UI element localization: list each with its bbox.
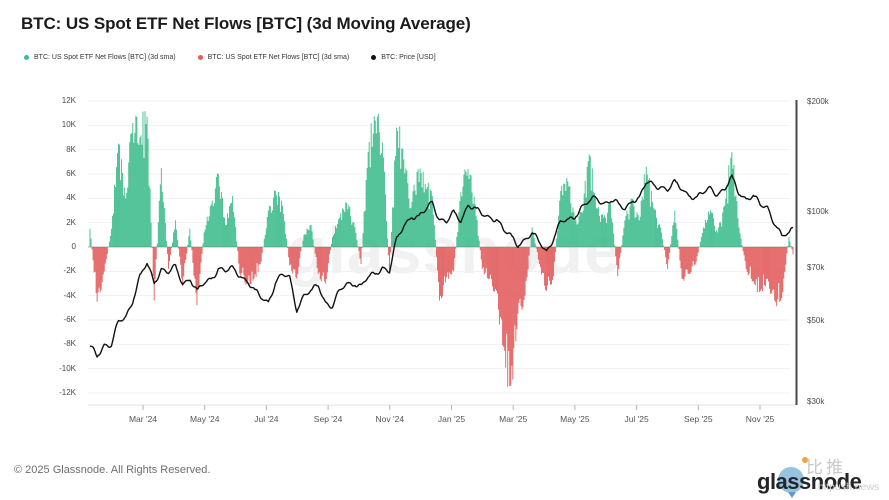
glassnode-logo-fin-icon [788,492,796,498]
legend-black-dot-icon [371,55,377,60]
chart-legend: BTC: US Spot ETF Net Flows [BTC] (3d sma… [24,54,436,61]
chart-title: BTC: US Spot ETF Net Flows [BTC] (3d Mov… [21,14,471,33]
legend-label-netflows-inflow: BTC: US Spot ETF Net Flows [BTC] (3d sma… [34,54,176,61]
legend-item-netflows-outflow[interactable]: BTC: US Spot ETF Net Flows [BTC] (3d sma… [197,54,350,61]
left-y-tick-label: 2K [66,217,76,227]
bitpush-watermark-cn: 比推 [806,458,846,477]
right-y-tick-label: $100k [807,206,829,216]
price-line[interactable] [89,174,794,358]
left-y-tick-label: -6K [63,315,76,324]
footer-copyright: © 2025 Glassnode. All Rights Reserved. [14,464,211,476]
glassnode-logo-circle-icon [778,467,804,493]
left-y-tick-label: -4K [63,290,76,300]
x-tick-label: Jul '25 [624,414,649,424]
left-y-tick-label: -8K [63,339,76,349]
left-y-tick-label: 4K [66,193,76,203]
x-tick-label: Jan '25 [437,414,466,424]
left-y-tick-label: 10K [61,120,76,130]
glassnode-logo-text: glassnode [757,469,862,494]
glassnode-logo: glassnode 比推 bitpush.news [752,445,889,500]
x-tick-label: Sep '25 [684,414,713,424]
left-y-tick-label: 8K [66,144,76,154]
right-y-tick-label: $30k [807,397,825,407]
legend-item-netflows-inflow[interactable]: BTC: US Spot ETF Net Flows [BTC] (3d sma… [24,54,176,61]
netflow-negative-bars[interactable] [91,247,794,387]
legend-item-price[interactable]: BTC: Price [USD] [371,54,436,61]
right-y-tick-label: $200k [807,97,829,106]
left-y-tick-label: -12K [59,388,76,397]
left-y-tick-label: 12K [61,95,76,105]
chart-plot-area[interactable] [0,0,889,460]
legend-label-netflows-outflow: BTC: US Spot ETF Net Flows [BTC] (3d sma… [207,54,350,61]
x-tick-label: Mar '24 [128,414,158,424]
x-tick-label: Jul '24 [254,414,279,424]
right-y-tick-label: $70k [807,263,825,273]
bitpush-watermark-en: bitpush.news [818,481,880,493]
left-y-tick-label: 0 [71,242,76,251]
left-y-tick-label: 6K [66,168,76,178]
legend-green-dot-icon [24,55,29,60]
left-y-tick-label: -2K [63,266,76,276]
netflow-positive-bars[interactable] [89,111,792,247]
bitpush-orange-dot-icon [802,457,808,463]
legend-red-dot-icon [197,55,203,60]
x-tick-label: May '24 [189,414,220,424]
x-tick-label: Mar '25 [499,414,528,424]
x-tick-label: Sep '24 [313,414,343,424]
x-tick-label: Nov '25 [745,414,775,424]
x-tick-label: Nov '24 [375,414,405,424]
legend-label-price: BTC: Price [USD] [381,54,436,61]
right-y-tick-label: $50k [807,316,825,326]
left-y-tick-label: -10K [59,363,76,373]
x-tick-label: May '25 [560,414,590,424]
